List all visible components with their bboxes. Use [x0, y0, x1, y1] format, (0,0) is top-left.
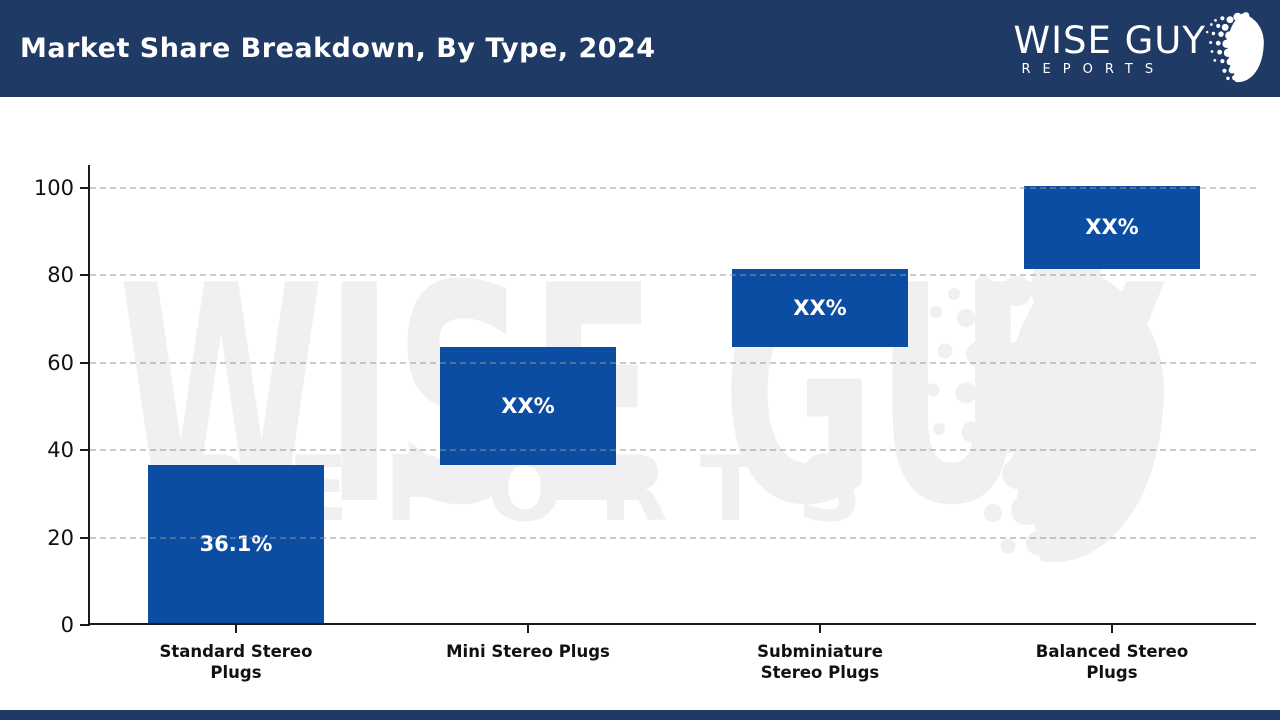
face-dot [1242, 12, 1250, 19]
bar-value-label: XX% [501, 394, 555, 419]
face-dot [1220, 16, 1225, 21]
x-tick-label: Balanced Stereo Plugs [1035, 642, 1189, 682]
face-dot [1223, 48, 1233, 57]
gridline [90, 361, 1256, 364]
logo: WISE GUY REPORTS [1014, 8, 1268, 88]
face-dot [1211, 31, 1216, 36]
gridline [90, 274, 1256, 276]
face-dot [1205, 30, 1209, 34]
bar-value-label: XX% [1085, 215, 1139, 240]
face-dot [1220, 59, 1225, 64]
header-bar: Market Share Breakdown, By Type, 2024 WI… [0, 0, 1280, 97]
y-tick-label: 0 [60, 613, 74, 637]
logo-wordmark: WISE GUY [1013, 19, 1206, 62]
plot-area: 36.1% Standard Stereo Plugs XX% Mini Stereo… [34, 165, 1256, 682]
face-dot [1216, 23, 1221, 28]
x-tick-mark [1111, 625, 1113, 633]
x-tick-mark [527, 625, 529, 633]
y-tick-label: 40 [47, 438, 74, 462]
y-tick-mark [80, 449, 90, 451]
x-tick-mark [819, 625, 821, 633]
bar: XX% [1024, 185, 1200, 269]
bar: 36.1% [148, 465, 324, 623]
face-dot [1209, 23, 1213, 26]
y-tick-label: 20 [47, 525, 74, 550]
face-dot [1214, 18, 1217, 22]
y-tick-mark [80, 361, 90, 364]
bar: XX% [440, 347, 616, 466]
y-tick-mark [80, 624, 90, 626]
logo-subtext: REPORTS [1021, 62, 1166, 77]
gridline [90, 536, 1256, 539]
face-dot [1222, 68, 1227, 73]
gridline [90, 449, 1256, 451]
page-title: Market Share Breakdown, By Type, 2024 [20, 33, 656, 64]
face-dot [1210, 50, 1214, 53]
face-dot [1213, 59, 1217, 62]
face-dot [1222, 39, 1231, 48]
gridline [90, 186, 1256, 189]
x-tick-mark [235, 625, 237, 633]
logo-face-icon [1205, 12, 1264, 83]
face-dot [1225, 31, 1234, 40]
y-tick-mark [80, 274, 90, 276]
x-tick-label: Subminiature Stereo Plugs [757, 642, 883, 682]
logo-text: WISE GUY REPORTS [1013, 19, 1206, 78]
face-dot [1217, 49, 1223, 55]
bar: XX% [732, 268, 908, 348]
face-dot [1215, 40, 1221, 46]
bar-value-label: 36.1% [199, 532, 273, 557]
face-profile-shape [1226, 13, 1264, 83]
face-dot [1218, 31, 1224, 37]
y-tick-mark [80, 186, 90, 189]
footer-bar [0, 710, 1280, 720]
y-tick-label: 60 [47, 350, 74, 375]
face-dot [1221, 23, 1229, 31]
x-tick-label: Mini Stereo Plugs [446, 642, 610, 661]
face-dot [1228, 66, 1236, 74]
face-dot [1209, 40, 1213, 44]
face-dot [1232, 74, 1238, 81]
y-tick-label: 100 [33, 175, 74, 200]
face-dot [1226, 16, 1234, 24]
x-tick-label: Standard Stereo Plugs [159, 642, 313, 682]
y-tick-label: 80 [47, 263, 74, 287]
face-dot [1226, 76, 1230, 81]
face-dot [1226, 58, 1234, 66]
face-dot [1233, 12, 1242, 22]
bar-value-label: XX% [793, 296, 847, 320]
y-tick-mark [80, 536, 90, 539]
